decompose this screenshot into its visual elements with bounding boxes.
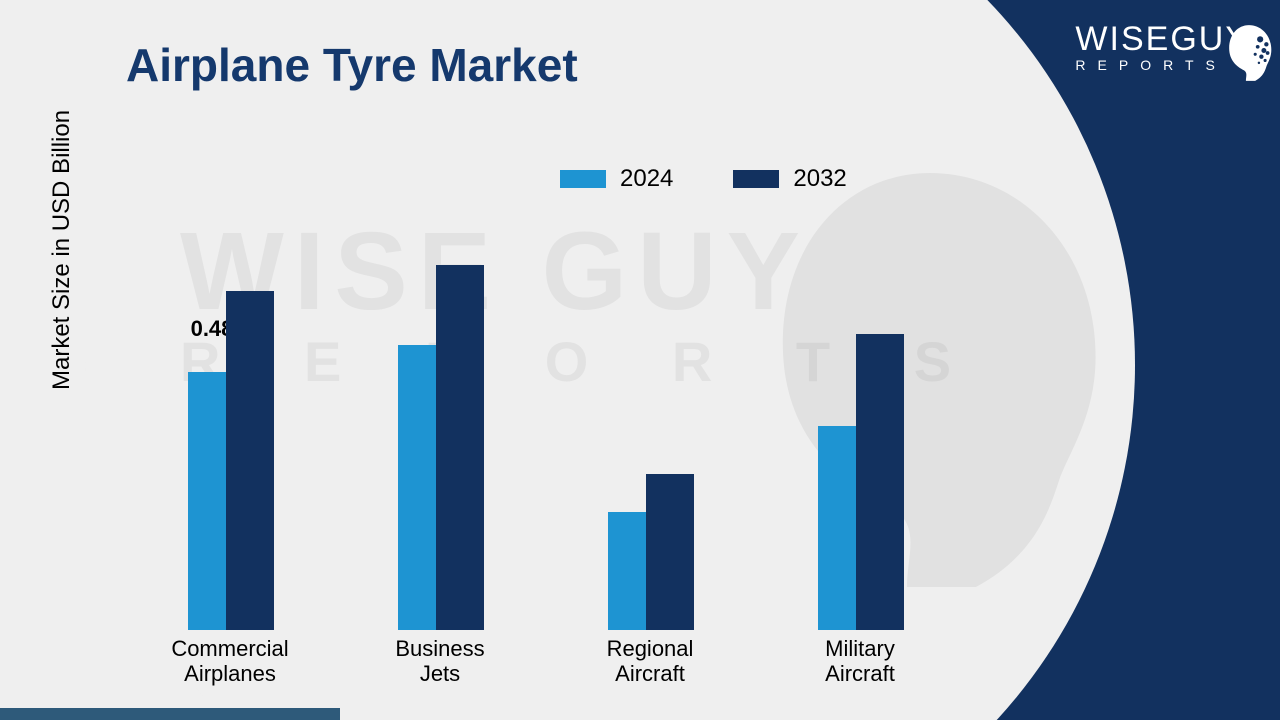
bar bbox=[856, 334, 904, 630]
category-label: CommercialAirplanes bbox=[130, 630, 330, 687]
chart-title: Airplane Tyre Market bbox=[126, 38, 578, 92]
legend-item: 2032 bbox=[733, 165, 846, 193]
brand-panel bbox=[960, 0, 1280, 720]
legend-item: 2024 bbox=[560, 165, 673, 193]
bar bbox=[646, 474, 694, 630]
brand-head-icon bbox=[1218, 22, 1280, 84]
legend-swatch-icon bbox=[733, 170, 779, 188]
y-axis-label: Market Size in USD Billion bbox=[48, 110, 76, 390]
footer-accent-bar bbox=[0, 708, 340, 720]
chart-stage: WISE GUY R E P O R T S Airplane Tyre Mar… bbox=[0, 0, 1280, 720]
chart-plot-area: 0.48CommercialAirplanesBusinessJetsRegio… bbox=[130, 200, 990, 630]
chart-legend: 2024 2032 bbox=[560, 165, 847, 193]
category-label: BusinessJets bbox=[340, 630, 540, 687]
legend-swatch-icon bbox=[560, 170, 606, 188]
brand-word-1: WISE bbox=[1075, 20, 1170, 58]
category-label: RegionalAircraft bbox=[550, 630, 750, 687]
legend-label: 2024 bbox=[620, 165, 673, 193]
category-label: MilitaryAircraft bbox=[760, 630, 960, 687]
bar bbox=[436, 265, 484, 631]
legend-label: 2032 bbox=[793, 165, 846, 193]
bar bbox=[226, 291, 274, 630]
